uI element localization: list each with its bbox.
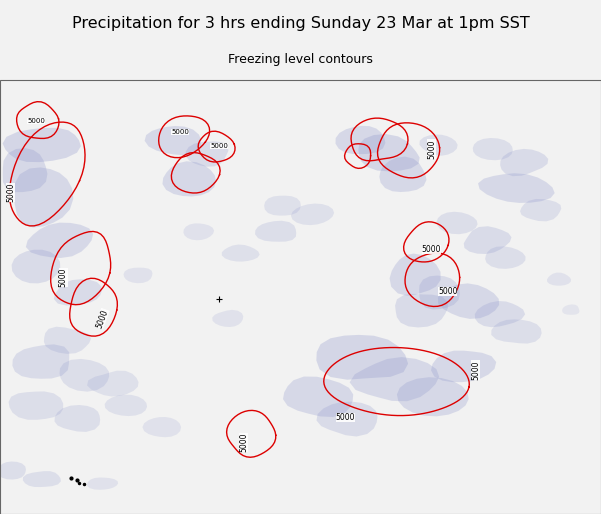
Polygon shape bbox=[419, 276, 460, 309]
Polygon shape bbox=[562, 304, 579, 315]
Polygon shape bbox=[13, 344, 69, 379]
Polygon shape bbox=[464, 226, 511, 254]
Polygon shape bbox=[419, 135, 457, 156]
Polygon shape bbox=[358, 134, 419, 172]
Polygon shape bbox=[23, 471, 61, 487]
Polygon shape bbox=[264, 196, 301, 215]
Polygon shape bbox=[11, 250, 60, 283]
Polygon shape bbox=[291, 204, 334, 225]
Polygon shape bbox=[255, 221, 296, 242]
Text: 5000: 5000 bbox=[336, 413, 355, 422]
Polygon shape bbox=[0, 462, 26, 480]
Polygon shape bbox=[379, 157, 427, 192]
Polygon shape bbox=[2, 128, 81, 162]
Polygon shape bbox=[317, 401, 377, 436]
Polygon shape bbox=[14, 168, 73, 228]
Polygon shape bbox=[212, 310, 243, 327]
Polygon shape bbox=[473, 138, 513, 160]
Text: 5000: 5000 bbox=[94, 308, 110, 329]
Text: 5000: 5000 bbox=[210, 143, 228, 149]
Polygon shape bbox=[491, 319, 542, 343]
Polygon shape bbox=[283, 377, 353, 417]
Text: 5000: 5000 bbox=[7, 183, 15, 203]
Polygon shape bbox=[55, 405, 100, 432]
Polygon shape bbox=[335, 126, 385, 154]
Text: 5000: 5000 bbox=[171, 129, 189, 135]
Polygon shape bbox=[87, 478, 118, 490]
Polygon shape bbox=[142, 417, 181, 437]
Text: 5000: 5000 bbox=[472, 360, 480, 379]
Text: 5000: 5000 bbox=[239, 433, 248, 452]
Text: 5000: 5000 bbox=[59, 268, 67, 287]
Polygon shape bbox=[162, 161, 216, 196]
Text: 5000: 5000 bbox=[27, 118, 45, 124]
Text: Precipitation for 3 hrs ending Sunday 23 Mar at 1pm SST: Precipitation for 3 hrs ending Sunday 23… bbox=[72, 16, 529, 31]
Polygon shape bbox=[389, 253, 441, 296]
Polygon shape bbox=[183, 224, 214, 240]
Polygon shape bbox=[26, 223, 93, 258]
Text: Freezing level contours: Freezing level contours bbox=[228, 53, 373, 66]
Text: 5000: 5000 bbox=[438, 287, 457, 296]
Polygon shape bbox=[520, 199, 561, 222]
Polygon shape bbox=[485, 246, 525, 269]
Polygon shape bbox=[438, 283, 499, 319]
Polygon shape bbox=[547, 272, 571, 286]
Polygon shape bbox=[431, 351, 496, 382]
Text: 5000: 5000 bbox=[422, 245, 441, 254]
Polygon shape bbox=[44, 327, 91, 354]
Polygon shape bbox=[124, 268, 153, 283]
Polygon shape bbox=[395, 294, 448, 327]
Polygon shape bbox=[8, 391, 63, 420]
Polygon shape bbox=[478, 173, 555, 203]
Polygon shape bbox=[105, 395, 147, 416]
Polygon shape bbox=[475, 301, 525, 327]
Polygon shape bbox=[316, 335, 408, 380]
Polygon shape bbox=[437, 212, 478, 234]
Text: 5000: 5000 bbox=[427, 139, 436, 159]
Polygon shape bbox=[222, 245, 260, 262]
Polygon shape bbox=[350, 357, 439, 401]
Polygon shape bbox=[59, 359, 109, 392]
Polygon shape bbox=[186, 141, 228, 167]
Polygon shape bbox=[145, 126, 201, 155]
Polygon shape bbox=[500, 149, 548, 176]
Polygon shape bbox=[87, 371, 139, 396]
Polygon shape bbox=[53, 279, 102, 305]
Polygon shape bbox=[397, 377, 469, 416]
Polygon shape bbox=[3, 148, 47, 192]
